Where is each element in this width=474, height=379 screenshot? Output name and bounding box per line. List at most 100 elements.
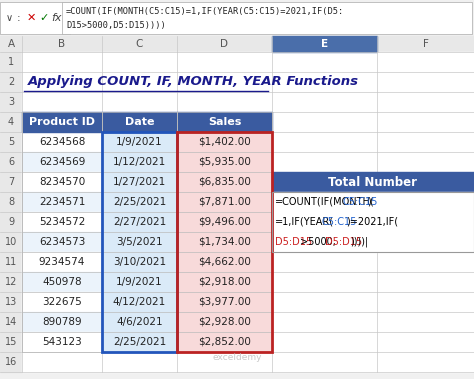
Bar	[22, 332, 102, 352]
Text: 8: 8	[8, 197, 14, 207]
Bar	[0, 152, 22, 172]
Bar	[22, 232, 474, 252]
Bar	[102, 152, 177, 172]
Text: 1/9/2021: 1/9/2021	[116, 277, 163, 287]
Text: Product ID: Product ID	[29, 117, 95, 127]
Text: 9234574: 9234574	[39, 257, 85, 267]
Bar	[102, 132, 177, 352]
Bar	[177, 132, 272, 152]
Text: =1,IF(YEAR(: =1,IF(YEAR(	[275, 217, 334, 227]
Text: 10: 10	[5, 237, 17, 247]
Bar	[62, 2, 472, 34]
Text: 4: 4	[8, 117, 14, 127]
Text: 450978: 450978	[42, 277, 82, 287]
Text: $2,852.00: $2,852.00	[198, 337, 251, 347]
Bar	[272, 212, 474, 232]
Bar	[102, 112, 177, 132]
Text: $2,918.00: $2,918.00	[198, 277, 251, 287]
Text: $1,734.00: $1,734.00	[198, 237, 251, 247]
Text: 6234569: 6234569	[39, 157, 85, 167]
Text: F: F	[422, 39, 428, 49]
Bar	[0, 232, 22, 252]
Bar	[22, 152, 102, 172]
Bar	[22, 292, 474, 312]
Bar	[22, 112, 102, 132]
Text: D5:D15: D5:D15	[275, 237, 312, 247]
Bar	[0, 132, 22, 152]
Bar	[22, 172, 474, 192]
Bar	[22, 312, 102, 332]
Bar	[22, 112, 474, 132]
Bar	[272, 192, 474, 212]
Text: =COUNT(IF(MONTH(C5:C15)=1,IF(YEAR(C5:C15)=2021,IF(D5:: =COUNT(IF(MONTH(C5:C15)=1,IF(YEAR(C5:C15…	[66, 7, 344, 16]
Bar	[177, 172, 272, 192]
Bar	[102, 312, 177, 332]
Bar	[177, 192, 272, 212]
Text: 5234572: 5234572	[39, 217, 85, 227]
Text: $4,662.00: $4,662.00	[198, 257, 251, 267]
Bar	[22, 252, 474, 272]
Bar	[177, 252, 272, 272]
Text: ): )	[367, 197, 371, 207]
Text: ∨: ∨	[6, 13, 13, 23]
Text: 1/27/2021: 1/27/2021	[113, 177, 166, 187]
Text: )=2021,IF(: )=2021,IF(	[346, 217, 399, 227]
Text: 15: 15	[5, 337, 17, 347]
Bar	[177, 232, 272, 252]
Bar	[0, 332, 22, 352]
Text: $7,871.00: $7,871.00	[198, 197, 251, 207]
Text: E: E	[321, 39, 328, 49]
Text: 1: 1	[8, 57, 14, 67]
Text: $1,402.00: $1,402.00	[198, 137, 251, 147]
Bar	[102, 172, 177, 192]
Bar	[22, 352, 474, 372]
Text: >5000,: >5000,	[300, 237, 336, 247]
Bar	[0, 192, 22, 212]
Bar	[22, 212, 474, 232]
Text: 14: 14	[5, 317, 17, 327]
Bar	[0, 92, 22, 112]
Bar	[0, 252, 22, 272]
Text: $6,835.00: $6,835.00	[198, 177, 251, 187]
Text: 4/12/2021: 4/12/2021	[113, 297, 166, 307]
Text: $9,496.00: $9,496.00	[198, 217, 251, 227]
Text: Date: Date	[125, 117, 154, 127]
Bar	[177, 312, 272, 332]
Text: ✓: ✓	[39, 13, 48, 23]
Text: D5:D15: D5:D15	[325, 237, 363, 247]
Bar	[22, 212, 102, 232]
Text: exceldemy: exceldemy	[212, 354, 262, 362]
Bar	[0, 292, 22, 312]
Bar	[0, 0, 474, 36]
Text: A: A	[8, 39, 15, 49]
Bar	[22, 172, 102, 192]
Bar	[272, 232, 474, 252]
Text: 4/6/2021: 4/6/2021	[116, 317, 163, 327]
Text: 3: 3	[8, 97, 14, 107]
Bar	[177, 212, 272, 232]
Bar	[177, 272, 272, 292]
Text: D15>5000,D5:D15)))): D15>5000,D5:D15))))	[66, 22, 166, 30]
Bar	[0, 72, 22, 92]
Text: ✕: ✕	[27, 13, 36, 23]
Bar	[0, 312, 22, 332]
Text: 11: 11	[5, 257, 17, 267]
Bar	[102, 192, 177, 212]
Text: 2234571: 2234571	[39, 197, 85, 207]
Text: 5: 5	[8, 137, 14, 147]
Bar	[102, 232, 177, 252]
Bar	[102, 212, 177, 232]
Bar	[177, 292, 272, 312]
Text: 2/25/2021: 2/25/2021	[113, 197, 166, 207]
Text: 1/9/2021: 1/9/2021	[116, 137, 163, 147]
Bar	[0, 112, 22, 132]
Bar	[22, 292, 102, 312]
Text: =COUNT(IF(MONTH(: =COUNT(IF(MONTH(	[275, 197, 375, 207]
Text: 890789: 890789	[42, 317, 82, 327]
Bar	[0, 272, 22, 292]
Text: 3/10/2021: 3/10/2021	[113, 257, 166, 267]
Bar	[22, 132, 102, 152]
Bar	[272, 192, 474, 252]
Text: 9: 9	[8, 217, 14, 227]
Bar	[0, 212, 22, 232]
